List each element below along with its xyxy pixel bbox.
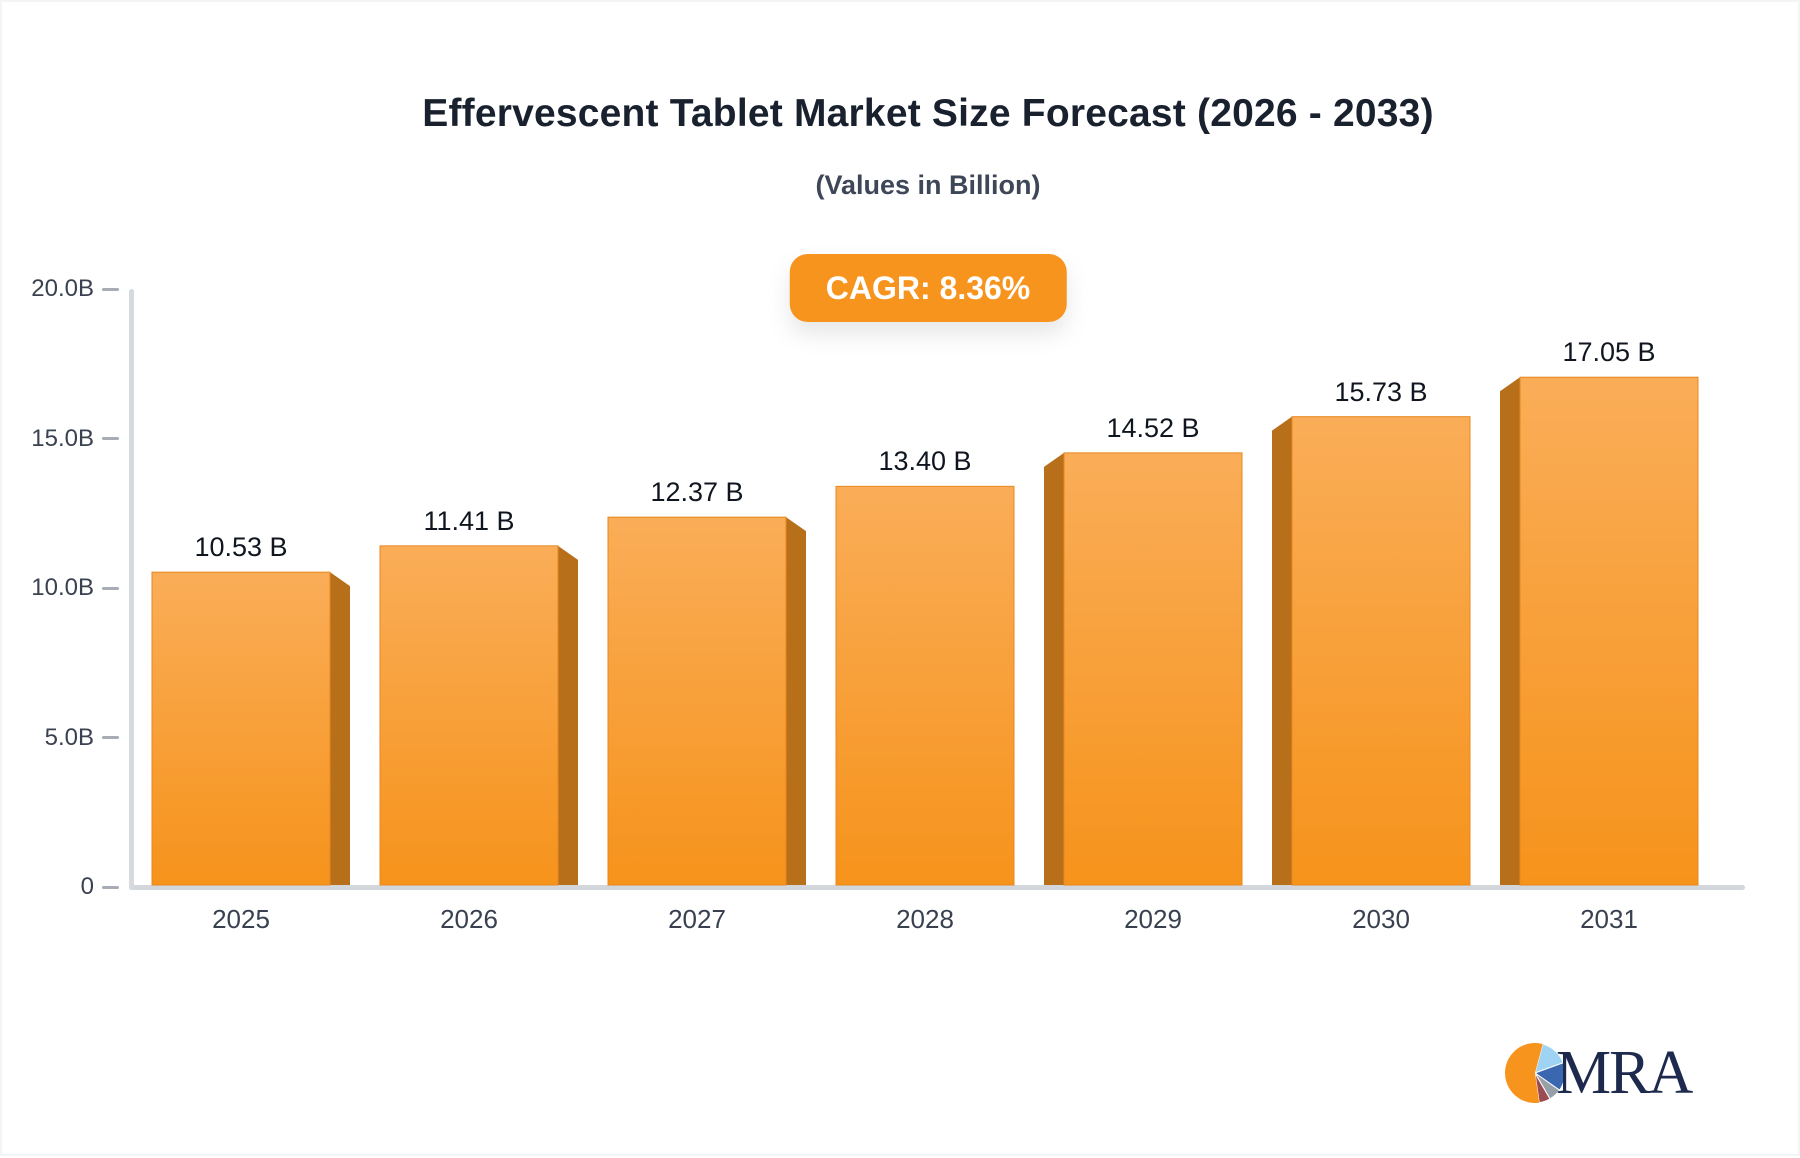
y-axis-tick-label: 15.0B — [31, 424, 94, 452]
bar-front-face — [151, 571, 331, 886]
bar-2027 — [607, 516, 806, 886]
y-axis-tick-label: 0 — [80, 873, 94, 900]
bar-side-face — [558, 545, 578, 885]
x-axis-label: 2026 — [440, 904, 498, 934]
chart-title: Effervescent Tablet Market Size Forecast… — [422, 92, 1434, 135]
bar-value-label: 14.52 B — [1106, 412, 1200, 443]
bar-front-face — [1291, 416, 1471, 886]
bar-2028 — [835, 485, 1015, 886]
bar-value-label: 11.41 B — [423, 505, 515, 536]
bar-side-face — [786, 517, 806, 885]
bar-side-face — [330, 572, 350, 885]
bar-front-face — [607, 516, 787, 886]
logo-pie-slice-maroon — [1534, 1072, 1551, 1104]
y-axis-tick-mark — [102, 437, 119, 440]
y-axis-tick-mark — [102, 736, 119, 739]
x-axis-line — [129, 885, 1745, 890]
bar-front-face — [1519, 376, 1699, 886]
logo-text: MRA — [1556, 1039, 1693, 1107]
chart-subtitle: (Values in Billion) — [815, 170, 1041, 200]
bar-2025 — [151, 571, 350, 886]
x-axis-label: 2030 — [1352, 904, 1410, 934]
bar-front-face — [379, 545, 559, 886]
bar-value-label: 17.05 B — [1562, 337, 1656, 368]
bar-2026 — [379, 545, 578, 886]
bar-2031 — [1500, 376, 1699, 886]
bar-value-label: 15.73 B — [1334, 376, 1428, 407]
bar-value-label: 10.53 B — [194, 532, 288, 563]
logo-pie-icon — [1505, 1043, 1566, 1104]
cagr-badge: CAGR: 8.36% — [789, 254, 1067, 322]
x-axis-label: 2029 — [1124, 904, 1182, 934]
logo-pie-slice-orange — [1505, 1043, 1543, 1104]
bar-side-face — [1500, 377, 1520, 885]
bar-front-face — [1063, 452, 1243, 886]
brand-logo: MRA — [1502, 1038, 1693, 1108]
x-axis-label: 2025 — [212, 904, 270, 934]
y-axis-tick-label: 5.0B — [44, 723, 94, 751]
bar-side-face — [1044, 452, 1064, 885]
bar-value-label: 12.37 B — [650, 477, 744, 508]
y-axis-tick-mark — [102, 287, 119, 291]
y-axis-tick-mark — [102, 586, 119, 590]
y-axis-tick-label: 20.0B — [31, 275, 94, 302]
y-axis-line — [129, 289, 134, 890]
cagr-badge-label: CAGR: 8.36% — [825, 270, 1031, 306]
bar-front-face — [835, 485, 1015, 886]
x-axis-label: 2028 — [896, 904, 954, 934]
y-axis-tick-label: 10.0B — [31, 574, 94, 601]
bar-side-face — [1272, 416, 1292, 885]
y-axis-tick-mark — [102, 885, 119, 889]
x-axis-label: 2027 — [668, 904, 726, 934]
x-axis-label: 2031 — [1580, 904, 1638, 934]
bar-value-label: 13.40 B — [878, 446, 972, 477]
bar-2029 — [1044, 452, 1243, 886]
bar-2030 — [1272, 416, 1471, 886]
